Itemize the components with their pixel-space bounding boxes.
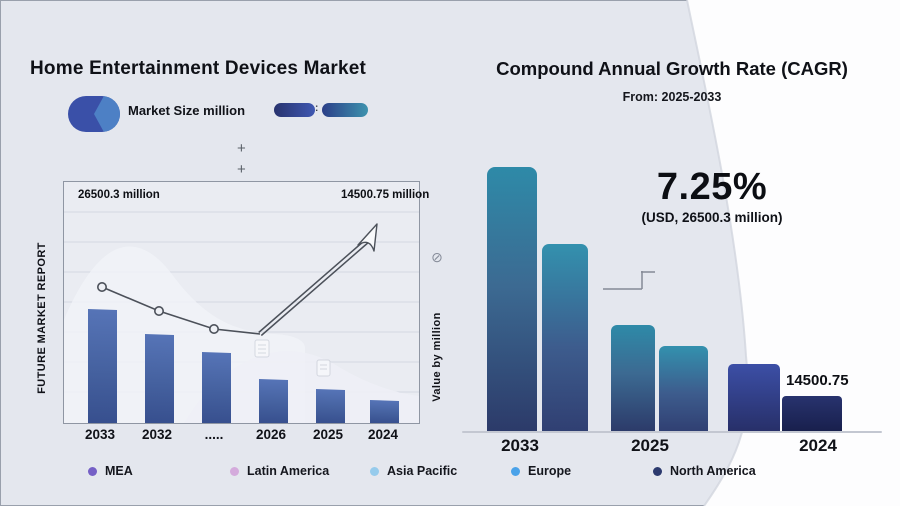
cagr-bar-2033-primary bbox=[487, 167, 537, 432]
legend-item-europe: Europe bbox=[511, 464, 571, 478]
cagr-rate-note: (USD, 26500.3 million) bbox=[641, 210, 783, 225]
arrow-head bbox=[357, 223, 378, 252]
legend-dot-europe bbox=[511, 466, 520, 476]
blocked-circle-icon: ⊘ bbox=[431, 249, 443, 265]
x-label-2033: 2033 bbox=[84, 427, 116, 442]
ratio-pill-right bbox=[322, 103, 368, 117]
cagr-label-2033: 2033 bbox=[501, 436, 539, 455]
cylinder-cap bbox=[94, 96, 120, 132]
legend-dot-north-america bbox=[653, 466, 662, 476]
x-label-2032: 2032 bbox=[141, 427, 173, 442]
side-label-future-market-report: FUTURE MARKET REPORT bbox=[36, 242, 48, 394]
legend-label-latin-america: Latin America bbox=[247, 464, 330, 478]
cagr-axis-line bbox=[462, 431, 882, 433]
cagr-bar-2033-secondary bbox=[542, 244, 588, 432]
x-label-ellipsis: ..... bbox=[204, 427, 224, 442]
plus-decoration: + bbox=[237, 161, 246, 178]
cagr-value-annotation: 14500.75 bbox=[786, 372, 849, 389]
cagr-bar-2024-primary bbox=[728, 364, 780, 432]
market-chart-background bbox=[64, 211, 419, 423]
x-label-2026: 2026 bbox=[255, 427, 287, 442]
series-label: Market Size million bbox=[128, 103, 246, 118]
y-axis-label-value-by-million: Value by million bbox=[431, 312, 443, 402]
market-title: Home Entertainment Devices Market bbox=[30, 58, 367, 79]
cagr-subtitle: From: 2025-2033 bbox=[622, 90, 722, 104]
cagr-chart bbox=[462, 150, 882, 432]
legend-label-europe: Europe bbox=[528, 464, 572, 478]
legend-label-mea: MEA bbox=[105, 464, 133, 478]
ratio-pill-left bbox=[274, 103, 315, 117]
legend-item-asia-pacific: Asia Pacific bbox=[370, 464, 457, 478]
cagr-rate-value: 7.25% bbox=[656, 166, 768, 208]
legend-label-north-america: North America bbox=[670, 464, 756, 478]
line-markers bbox=[96, 282, 220, 335]
legend-dot-mea bbox=[88, 466, 97, 476]
step-line-decoration bbox=[641, 271, 643, 289]
annotation-14500: 14500.75 million bbox=[341, 189, 430, 201]
legend-label-asia-pacific: Asia Pacific bbox=[387, 464, 458, 478]
x-label-2025: 2025 bbox=[312, 427, 344, 442]
plus-decoration: + bbox=[237, 140, 246, 157]
market-size-chart bbox=[63, 181, 420, 424]
clipboard-watermark-icon bbox=[254, 339, 331, 377]
x-label-2024: 2024 bbox=[367, 427, 399, 442]
cagr-bar-2024-secondary bbox=[782, 396, 842, 432]
step-line-decoration bbox=[641, 271, 655, 273]
legend-dot-latin-america bbox=[230, 466, 239, 476]
step-line-decoration bbox=[603, 288, 642, 290]
legend-dot-asia-pacific bbox=[370, 466, 379, 476]
trend-line-arrow bbox=[96, 223, 378, 337]
cagr-label-2024: 2024 bbox=[799, 436, 837, 455]
cylinder-icon bbox=[68, 96, 120, 132]
ratio-colon: : bbox=[315, 103, 319, 114]
annotation-26500: 26500.3 million bbox=[78, 189, 160, 201]
cagr-bar-2025-primary bbox=[611, 325, 655, 432]
legend-item-north-america: North America bbox=[653, 464, 756, 478]
mountain-decoration bbox=[184, 351, 419, 423]
cagr-label-2025: 2025 bbox=[631, 436, 669, 455]
legend-item-latin-america: Latin America bbox=[230, 464, 329, 478]
cagr-bar-2025-secondary bbox=[659, 346, 708, 432]
cagr-title: Compound Annual Growth Rate (CAGR) bbox=[496, 58, 848, 79]
legend-item-mea: MEA bbox=[88, 464, 133, 478]
